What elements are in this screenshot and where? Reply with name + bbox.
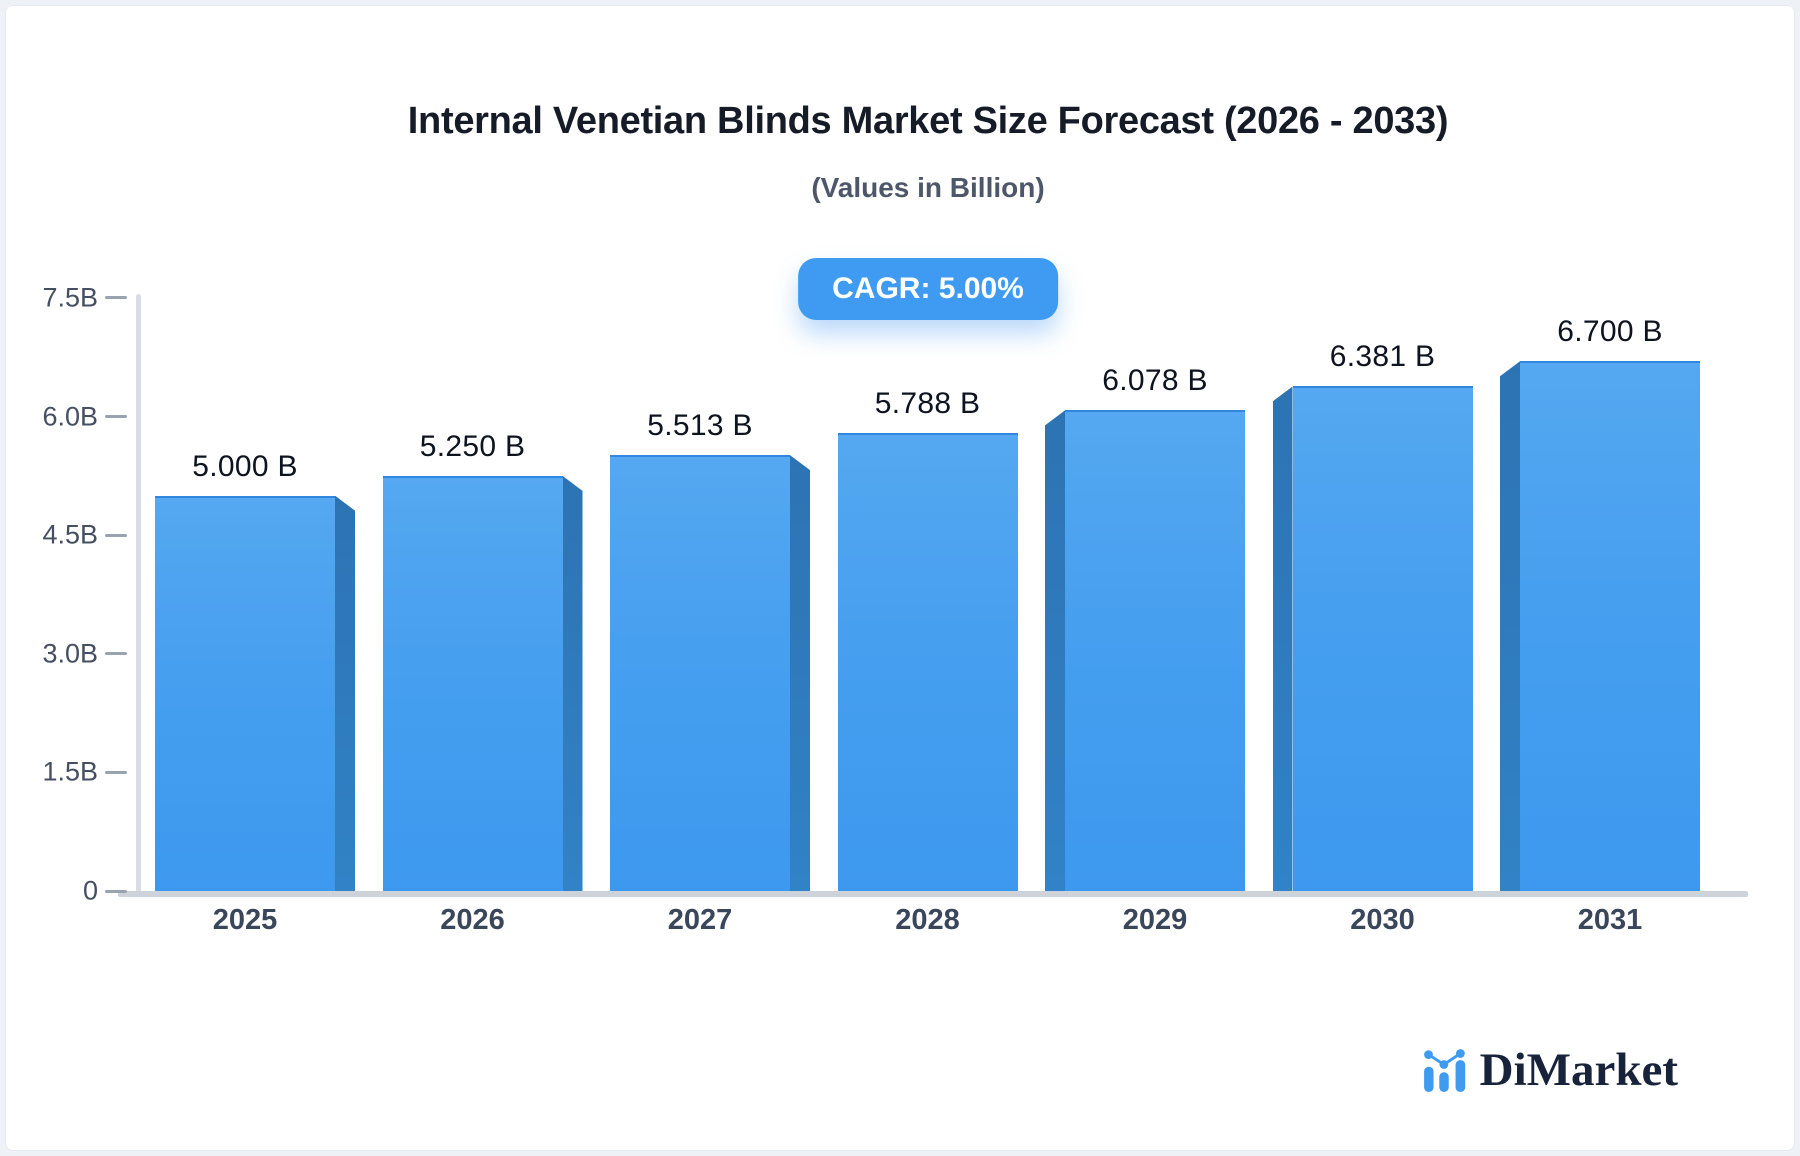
bar-2031: [1520, 361, 1700, 891]
y-tick-label: 3.0B: [42, 638, 98, 669]
bar-value-label: 5.788 B: [874, 387, 981, 421]
mini-bar-chart-icon: [1423, 1048, 1467, 1092]
chart-card: Internal Venetian Blinds Market Size For…: [5, 5, 1795, 1151]
bar-side-facet: [562, 475, 583, 891]
bar-side-facet: [790, 455, 810, 891]
bar-chart-plot-area: 7.5B 6.0B 4.5B 3.0B 1.5B 0 5.000 B 2025 5.250 B 2…: [6, 6, 1794, 1150]
x-axis-line: [118, 891, 1748, 897]
y-tick-label: 1.5B: [42, 756, 98, 787]
dimarket-logo: DiMarket: [1423, 1043, 1678, 1096]
y-tick-dash: [105, 770, 127, 774]
bar-value-label: 5.513 B: [647, 409, 753, 443]
x-tick-label: 2030: [1350, 904, 1415, 936]
bar-side-facet: [1272, 386, 1293, 891]
bar-2027: [610, 455, 790, 891]
x-tick-label: 2028: [895, 904, 960, 936]
bar-value-label: 5.250 B: [419, 429, 526, 463]
y-tick-label: 7.5B: [42, 282, 98, 313]
x-tick-label: 2027: [667, 904, 733, 936]
bar-2030: [1292, 386, 1473, 891]
y-tick-dash: [105, 296, 127, 300]
bar-side-facet: [335, 495, 355, 891]
bar-2026: [382, 475, 563, 891]
bar-side-facet: [1045, 410, 1065, 891]
x-tick-label: 2029: [1122, 904, 1188, 936]
y-tick-label: 6.0B: [42, 401, 98, 432]
x-tick-label: 2031: [1577, 904, 1643, 936]
cagr-badge: CAGR: 5.00%: [798, 258, 1058, 320]
y-tick-dash: [105, 415, 127, 419]
y-tick-label: 0: [82, 875, 98, 906]
y-axis-line: [136, 294, 141, 895]
bar-value-label: 6.700 B: [1557, 315, 1663, 349]
y-tick-dash: [105, 889, 127, 893]
y-tick-label: 4.5B: [42, 519, 98, 550]
y-tick-dash: [105, 652, 127, 656]
bar-2029: [1065, 410, 1245, 891]
logo-text: DiMarket: [1479, 1043, 1678, 1096]
y-tick-dash: [105, 533, 127, 537]
bar-value-label: 6.381 B: [1329, 340, 1436, 374]
bar-2028: [837, 433, 1018, 891]
chart-title: Internal Venetian Blinds Market Size For…: [407, 100, 1449, 142]
chart-subtitle: (Values in Billion): [811, 172, 1045, 203]
x-tick-label: 2025: [212, 904, 278, 936]
bar-2025: [155, 495, 335, 891]
bar-value-label: 5.000 B: [192, 449, 298, 483]
bar-value-label: 6.078 B: [1102, 364, 1208, 398]
bar-side-facet: [1500, 361, 1520, 891]
x-tick-label: 2026: [440, 904, 505, 936]
